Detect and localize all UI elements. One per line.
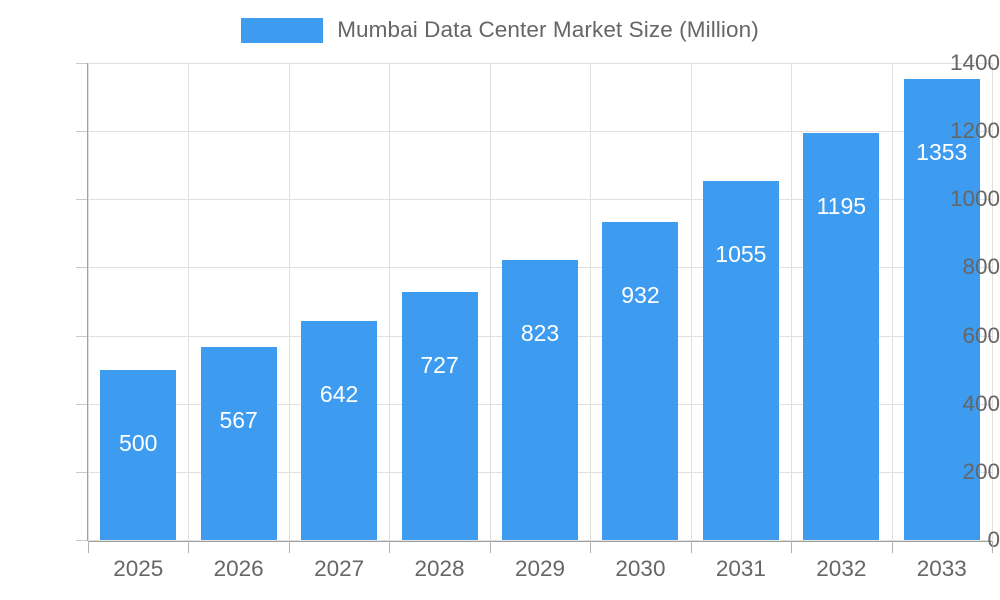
gridline-horizontal	[88, 63, 992, 64]
x-axis-tick-mark	[691, 541, 692, 553]
bar-value-label: 1055	[715, 240, 767, 267]
bar[interactable]	[502, 259, 578, 540]
y-axis-tick-label: 800	[962, 254, 1000, 280]
chart-legend: Mumbai Data Center Market Size (Million)	[0, 14, 1000, 46]
bar-value-label: 642	[319, 381, 359, 408]
x-axis-tick-mark	[590, 541, 591, 553]
y-axis-tick-mark	[76, 335, 87, 337]
gridline-vertical	[88, 63, 89, 540]
y-axis-tick-label: 0	[987, 527, 1000, 552]
gridline-vertical	[590, 63, 591, 540]
y-axis-tick-mark	[76, 403, 87, 405]
bar[interactable]	[401, 292, 478, 540]
y-axis-tick-mark	[76, 199, 87, 201]
x-axis-tick-label: 2029	[514, 556, 566, 581]
y-axis-tick-mark	[76, 471, 87, 473]
bar[interactable]	[803, 132, 880, 540]
gridline-vertical	[188, 63, 189, 540]
gridline-vertical	[791, 63, 792, 540]
x-axis-tick-label: 2027	[314, 556, 365, 581]
bar[interactable]	[702, 180, 779, 540]
x-axis-tick-label: 2030	[615, 556, 666, 581]
gridline-vertical	[289, 63, 290, 540]
x-axis-tick-label: 2028	[414, 556, 465, 581]
gridline-horizontal	[88, 131, 992, 133]
y-axis-tick-label: 200	[962, 458, 1000, 484]
x-axis-tick-mark	[892, 541, 893, 553]
bar-value-label: 1195	[816, 192, 867, 219]
x-axis-tick-mark	[791, 541, 792, 553]
bar[interactable]	[200, 346, 277, 540]
y-axis-tick-mark	[76, 267, 87, 269]
y-axis-tick-label: 1000	[949, 186, 1000, 212]
gridline-vertical	[691, 63, 692, 540]
x-axis-tick-label: 2032	[816, 556, 867, 581]
bar[interactable]	[301, 321, 378, 540]
x-axis-tick-label: 2031	[715, 556, 766, 581]
x-axis-tick-mark	[88, 541, 89, 553]
gridline-vertical	[490, 63, 491, 540]
gridline-horizontal	[88, 540, 992, 541]
bar-value-label: 932	[621, 282, 660, 309]
bar[interactable]	[903, 79, 980, 540]
y-axis-tick-label: 600	[962, 322, 1000, 348]
gridline-horizontal	[88, 199, 992, 201]
gridline-vertical	[892, 63, 893, 540]
x-axis-line	[88, 540, 992, 542]
x-axis-tick-mark	[188, 541, 189, 553]
y-axis-tick-label: 1400	[949, 50, 1000, 75]
x-axis-tick-mark	[490, 541, 491, 553]
legend-label: Mumbai Data Center Market Size (Million)	[337, 17, 759, 42]
gridline-vertical	[389, 63, 390, 540]
bar[interactable]	[602, 222, 679, 540]
x-axis-tick-label: 2033	[916, 556, 967, 581]
bar[interactable]	[100, 369, 177, 540]
bar-value-label: 1353	[916, 139, 968, 165]
bar-value-label: 567	[219, 406, 258, 433]
bar-value-label: 727	[420, 352, 459, 379]
bar-value-label: 823	[520, 319, 560, 346]
x-axis-tick-mark	[992, 541, 993, 553]
gridline-vertical	[992, 63, 993, 540]
y-axis-tick-label: 1200	[949, 118, 1000, 144]
x-axis-tick-mark	[389, 541, 390, 553]
x-axis-tick-mark	[289, 541, 290, 553]
x-axis-tick-label: 2025	[113, 556, 164, 581]
bar-value-label: 500	[119, 429, 158, 456]
y-axis-tick-mark	[76, 540, 87, 541]
y-axis-tick-label: 400	[962, 390, 1000, 416]
legend-color-swatch	[241, 17, 324, 43]
y-axis-tick-mark	[76, 63, 87, 64]
plot-area: 500 567 642 727 823 932 1055 1195 1353	[88, 63, 993, 541]
x-axis-tick-label: 2026	[213, 556, 264, 581]
y-axis-tick-mark	[76, 131, 87, 133]
